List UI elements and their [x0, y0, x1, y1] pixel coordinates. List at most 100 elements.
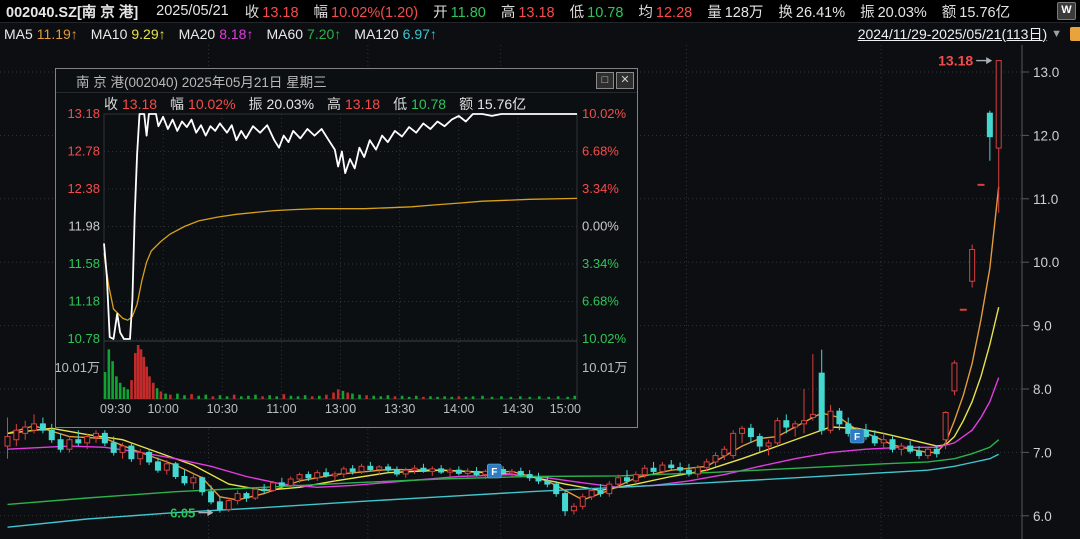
restore-window-icon[interactable]: □ — [596, 72, 614, 89]
volume-bar — [379, 396, 383, 399]
date-range-label[interactable]: 2024/11/29-2025/05/21(113日) — [857, 25, 1048, 42]
candle-down — [624, 477, 630, 482]
candle-down — [783, 420, 790, 428]
ma-legend-item: MA60 7.20↑ — [266, 25, 342, 42]
intraday-lines — [103, 113, 578, 340]
candle-up — [225, 500, 232, 510]
volume-bar — [136, 345, 140, 399]
candle-down — [110, 442, 117, 453]
candle-up — [880, 439, 887, 444]
candle-up — [31, 423, 38, 431]
candle-up — [694, 467, 701, 475]
candle-down — [48, 429, 55, 441]
candle-down — [349, 468, 356, 472]
candle-down — [685, 469, 692, 475]
candle-down — [933, 448, 940, 455]
high-price-marker: 13.18 — [938, 53, 973, 69]
dividend-f-badge[interactable] — [849, 428, 865, 444]
intraday-right-tick: 10.02% — [582, 106, 627, 121]
candle-down — [261, 488, 268, 492]
volume-bar — [556, 396, 560, 399]
volume-bar — [190, 394, 193, 399]
intraday-stat: 高 13.18 — [327, 96, 381, 112]
y-axis-tick-label: 13.0 — [1033, 65, 1059, 80]
quote-stat: 均 12.28 — [638, 4, 693, 21]
candle-up — [969, 249, 976, 282]
volume-bar — [566, 396, 569, 399]
volume-bar — [211, 396, 215, 399]
candle-up — [942, 411, 949, 441]
volume-bar — [341, 390, 345, 399]
candle-up — [615, 477, 622, 485]
arrow-right-icon — [986, 57, 993, 65]
intraday-chart[interactable]: 13.18 12.78 12.38 11.98 11.58 11.18 10.78 10.02… — [56, 69, 637, 427]
popup-titlebar[interactable]: 南 京 港(002040) 2025年05月21日 星期三 □ ✕ — [56, 69, 637, 93]
volume-bar — [130, 380, 133, 399]
volume-bar — [204, 394, 208, 399]
quote-header-bar: 002040.SZ[南 京 港] 2025/05/21 收 13.18 幅 10.02… — [0, 0, 1080, 23]
intraday-stat: 额 15.76亿 — [459, 96, 527, 112]
candle-up — [358, 465, 365, 472]
candle-up — [712, 455, 719, 463]
volume-bar — [289, 395, 293, 399]
intraday-axis-labels: 13.18 12.78 12.38 11.98 11.58 11.18 10.78 10.02… — [56, 106, 628, 416]
intraday-left-tick: 13.18 — [67, 106, 100, 121]
candle-down — [916, 450, 923, 457]
event-badges: FF — [486, 428, 865, 479]
volume-bar — [261, 396, 264, 399]
volume-bar — [296, 396, 300, 399]
candle-down — [323, 472, 330, 477]
candle-up — [508, 470, 515, 474]
volume-bar — [358, 394, 361, 399]
volume-bar — [225, 396, 229, 399]
intraday-left-tick: 12.38 — [67, 181, 100, 196]
quote-stats-list: 收 13.18 幅 10.02%(1.20) 开 11.80 高 13.18 低 10.78 均 12… — [245, 1, 1025, 22]
quote-stat: 高 13.18 — [500, 4, 555, 21]
time-axis-label: 10:30 — [207, 402, 238, 416]
candle-down — [517, 470, 524, 476]
candle-down — [668, 464, 675, 469]
candle-down — [57, 439, 64, 450]
time-axis-label: 10:00 — [147, 402, 178, 416]
candle-up — [402, 469, 409, 475]
volume-bar — [325, 394, 328, 399]
volume-bar — [148, 376, 151, 399]
candle-down — [871, 436, 878, 444]
candle-down — [385, 466, 392, 471]
time-axis-label: 09:30 — [100, 402, 131, 416]
volume-bar — [183, 395, 186, 399]
candle-up — [464, 470, 471, 474]
window-w-icon[interactable]: W — [1057, 2, 1076, 20]
candle-up — [951, 362, 958, 392]
quote-stat: 开 11.80 — [433, 4, 486, 21]
volume-bar — [436, 396, 439, 399]
close-icon[interactable]: ✕ — [616, 72, 634, 89]
volume-bar — [547, 396, 551, 399]
candle-down — [526, 474, 533, 479]
candle-up — [703, 461, 710, 469]
dividend-f-badge[interactable] — [486, 463, 502, 479]
volume-bar — [386, 395, 390, 399]
intraday-left-tick: 11.58 — [68, 256, 100, 271]
candle-up — [190, 477, 197, 484]
candle-down — [747, 427, 754, 438]
volume-bar — [365, 395, 368, 399]
candle-up — [252, 488, 259, 499]
price-line — [103, 113, 577, 340]
candle-down — [889, 439, 896, 450]
toolbar-orange-icon[interactable] — [1070, 26, 1080, 41]
ma-legend-item: MA120 6.97↑ — [354, 25, 437, 42]
chevron-down-icon[interactable]: ▼ — [1051, 27, 1062, 40]
candle-down — [562, 493, 569, 512]
candle-down — [75, 439, 82, 444]
volume-bar — [122, 387, 126, 399]
candle-down — [208, 491, 215, 503]
volume-bar — [159, 391, 163, 399]
candle-up — [995, 60, 1002, 149]
right-axis: 13.0 12.0 11.0 10.0 9.0 8.0 7.0 6.0 — [1021, 45, 1059, 539]
candle-down — [146, 451, 153, 463]
candle-down — [818, 372, 825, 431]
volume-bar — [139, 349, 143, 399]
volume-bar — [429, 396, 432, 399]
